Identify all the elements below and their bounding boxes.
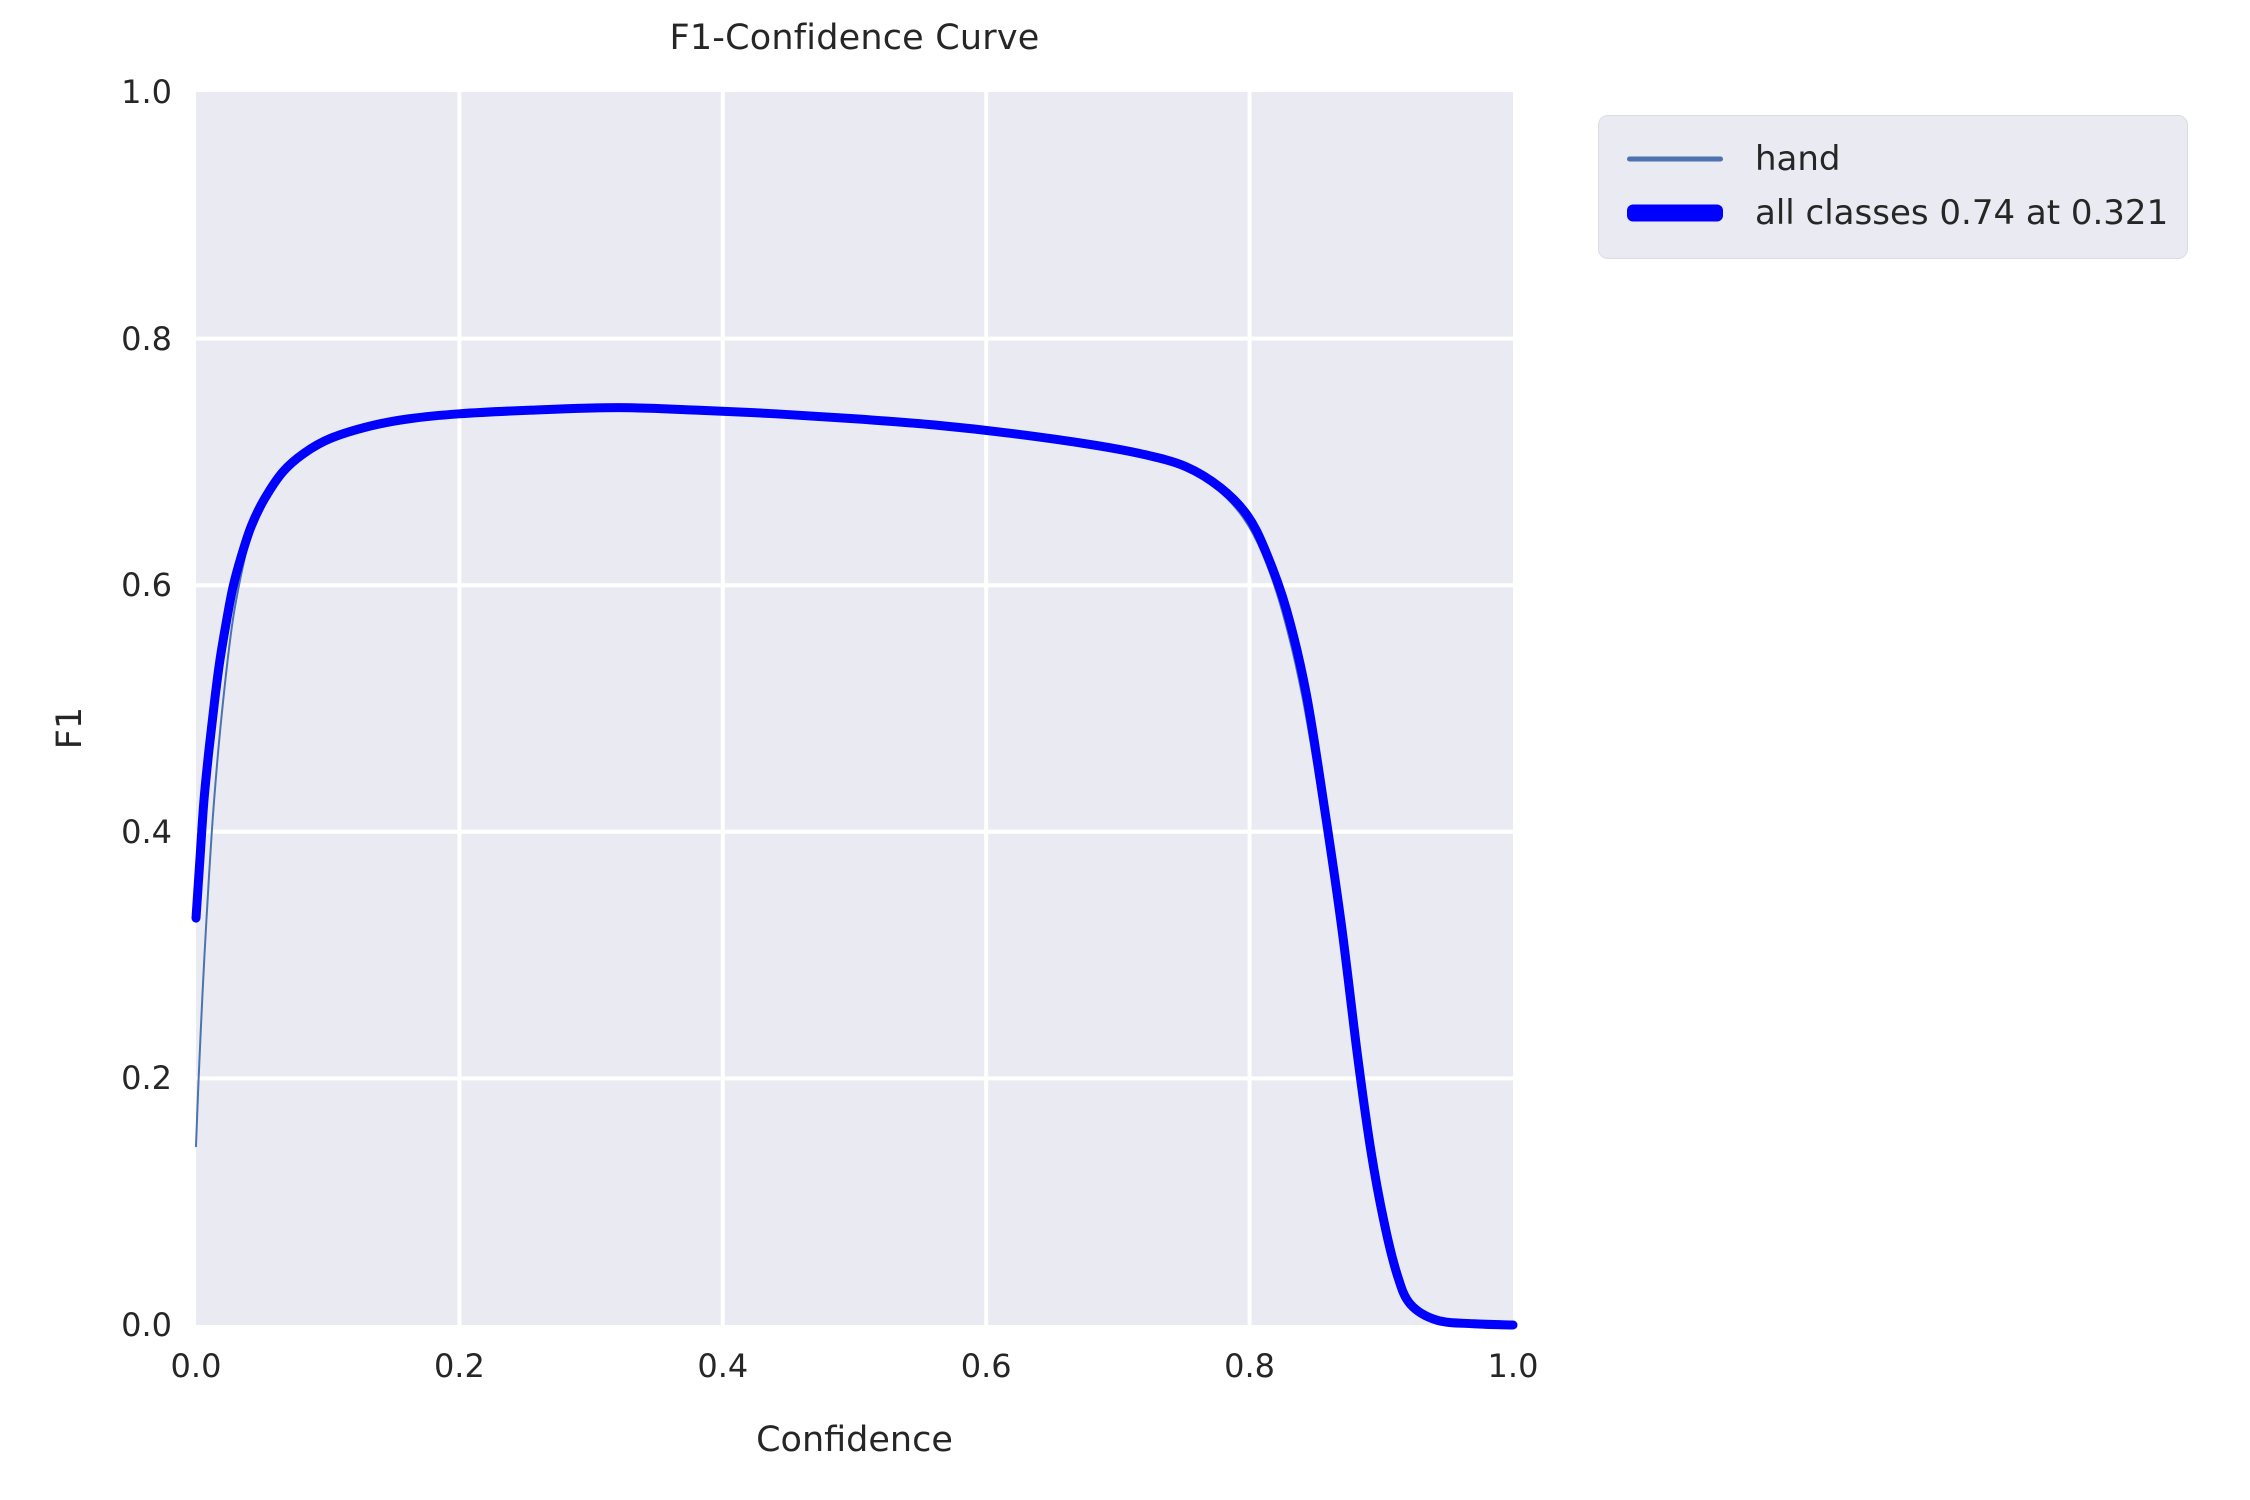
x-tick-label: 0.6 (960, 1347, 1012, 1385)
y-tick-label: 0.0 (121, 1306, 172, 1344)
chart-legend[interactable]: hand all classes 0.74 at 0.321 (1598, 115, 2188, 259)
grid-lines (196, 92, 1513, 1325)
legend-line-swatch-hand (1621, 144, 1729, 174)
y-tick-label: 0.6 (121, 566, 172, 605)
y-tick-label: 1.0 (121, 73, 172, 111)
page-title: F1-Confidence Curve (669, 18, 1040, 58)
legend-item-hand[interactable]: hand (1621, 132, 2165, 186)
legend-label-all-classes: all classes 0.74 at 0.321 (1755, 193, 2169, 233)
y-tick-label: 0.2 (121, 1059, 172, 1098)
plot-area (191, 92, 1518, 1330)
x-tick-label: 0.0 (170, 1347, 222, 1385)
y-tick-label: 0.4 (121, 812, 172, 851)
legend-item-all-classes[interactable]: all classes 0.74 at 0.321 (1621, 186, 2169, 240)
x-tick-label: 1.0 (1487, 1347, 1539, 1385)
x-tick-label: 0.4 (697, 1347, 749, 1385)
y-axis-label: F1 (50, 706, 90, 750)
x-tick-label: 0.2 (433, 1347, 485, 1385)
curve-layer (191, 403, 1518, 1330)
legend-label-hand: hand (1755, 139, 1841, 179)
curve-hand (195, 409, 1514, 1326)
x-axis-label: Confidence (756, 1420, 953, 1460)
y-tick-label: 0.8 (121, 319, 172, 358)
legend-line-swatch-all-classes (1621, 198, 1729, 228)
x-tick-label: 0.8 (1224, 1347, 1276, 1385)
curve-all-classes (191, 403, 1518, 1330)
